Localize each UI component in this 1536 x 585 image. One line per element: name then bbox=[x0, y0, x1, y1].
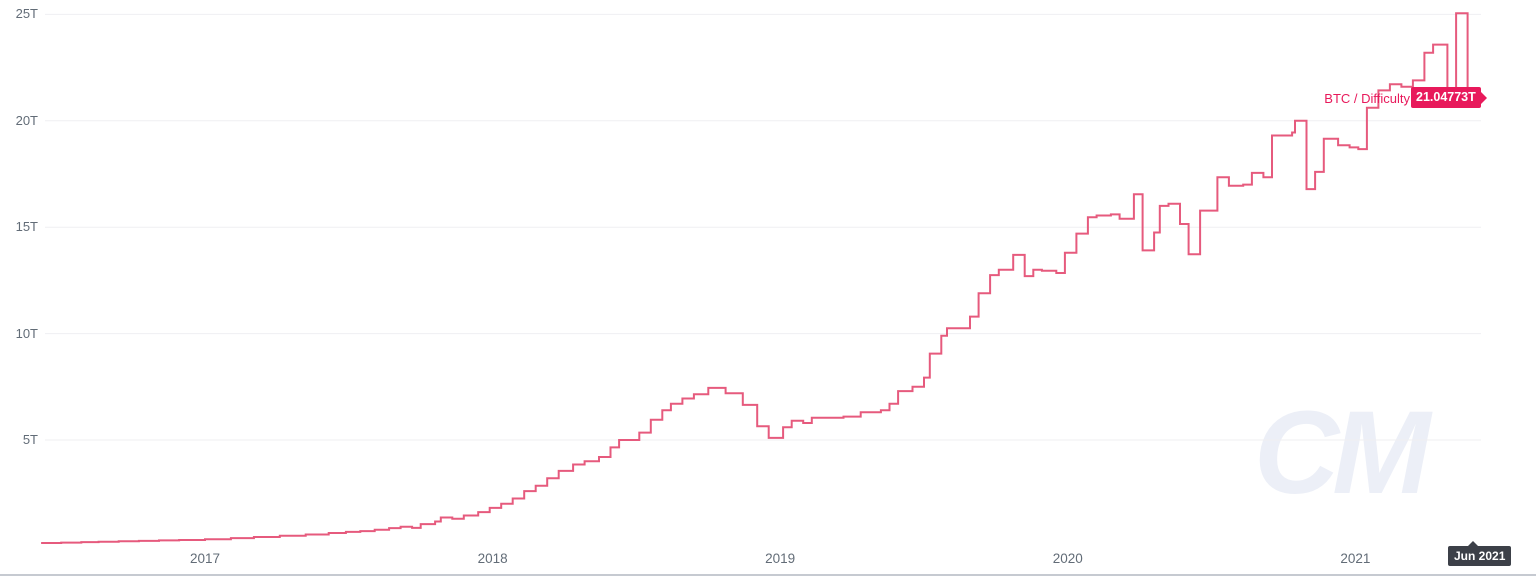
current-value-badge: 21.04773T bbox=[1411, 87, 1487, 108]
current-date-badge: Jun 2021 bbox=[1448, 541, 1512, 566]
x-axis-border bbox=[0, 574, 1536, 576]
series-label: BTC / Difficulty bbox=[1324, 91, 1410, 106]
coin-metrics-watermark: CM bbox=[1254, 387, 1430, 519]
difficulty-line bbox=[41, 12, 1481, 544]
